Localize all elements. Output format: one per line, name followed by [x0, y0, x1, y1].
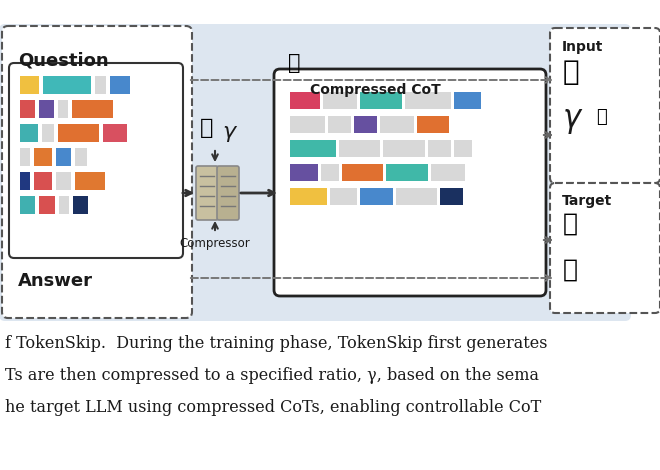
- Text: γ: γ: [563, 105, 581, 134]
- Bar: [75, 172, 104, 190]
- Bar: [454, 92, 481, 109]
- Text: 💡: 💡: [563, 212, 578, 236]
- Bar: [34, 148, 52, 166]
- Bar: [73, 196, 88, 214]
- Bar: [290, 140, 336, 157]
- Bar: [290, 92, 320, 109]
- Bar: [39, 100, 53, 118]
- Bar: [57, 124, 99, 142]
- FancyBboxPatch shape: [2, 26, 192, 318]
- Bar: [383, 140, 425, 157]
- Bar: [39, 196, 55, 214]
- Bar: [72, 100, 114, 118]
- Bar: [75, 148, 86, 166]
- Bar: [360, 188, 393, 205]
- Text: ❓: ❓: [563, 58, 579, 86]
- Bar: [395, 188, 437, 205]
- Bar: [431, 164, 465, 181]
- Text: Compressed CoT: Compressed CoT: [310, 83, 441, 97]
- Bar: [386, 164, 428, 181]
- FancyBboxPatch shape: [9, 63, 183, 258]
- Bar: [360, 92, 402, 109]
- Text: Question: Question: [18, 52, 109, 70]
- Text: Compressor: Compressor: [180, 237, 250, 250]
- Text: Ts are then compressed to a specified ratio, γ, based on the sema: Ts are then compressed to a specified ra…: [5, 367, 539, 384]
- Bar: [454, 140, 472, 157]
- Bar: [290, 116, 325, 133]
- FancyBboxPatch shape: [550, 183, 660, 313]
- Text: 🎲: 🎲: [200, 118, 213, 138]
- Text: he target LLM using compressed CoTs, enabling controllable CoT: he target LLM using compressed CoTs, ena…: [5, 399, 541, 416]
- FancyBboxPatch shape: [274, 69, 546, 296]
- Bar: [339, 140, 380, 157]
- Text: γ: γ: [222, 122, 235, 142]
- Bar: [290, 164, 317, 181]
- Text: ✅: ✅: [563, 258, 578, 282]
- Text: Target: Target: [562, 194, 612, 208]
- Bar: [20, 100, 35, 118]
- Bar: [342, 164, 383, 181]
- Bar: [20, 124, 38, 142]
- Bar: [440, 188, 463, 205]
- FancyBboxPatch shape: [0, 24, 631, 321]
- Bar: [57, 100, 68, 118]
- Bar: [20, 148, 30, 166]
- Bar: [20, 76, 39, 94]
- Bar: [323, 92, 358, 109]
- FancyBboxPatch shape: [217, 166, 239, 220]
- Bar: [20, 172, 30, 190]
- Bar: [417, 116, 449, 133]
- Bar: [42, 124, 53, 142]
- Bar: [290, 188, 327, 205]
- Bar: [94, 76, 106, 94]
- Bar: [44, 76, 90, 94]
- Bar: [56, 148, 71, 166]
- Text: 🔥: 🔥: [596, 108, 607, 126]
- Bar: [405, 92, 451, 109]
- Bar: [59, 196, 69, 214]
- Bar: [103, 124, 127, 142]
- Bar: [110, 76, 129, 94]
- Bar: [20, 196, 35, 214]
- Text: f TokenSkip.  During the training phase, TokenSkip first generates: f TokenSkip. During the training phase, …: [5, 335, 548, 352]
- Bar: [354, 116, 376, 133]
- Bar: [330, 188, 358, 205]
- Bar: [379, 116, 414, 133]
- Bar: [327, 116, 350, 133]
- Bar: [321, 164, 339, 181]
- Bar: [34, 172, 52, 190]
- Text: 💡: 💡: [288, 53, 300, 73]
- Bar: [56, 172, 71, 190]
- Text: Input: Input: [562, 40, 603, 54]
- Bar: [428, 140, 451, 157]
- Text: Answer: Answer: [18, 272, 93, 290]
- FancyBboxPatch shape: [550, 28, 660, 183]
- FancyBboxPatch shape: [196, 166, 218, 220]
